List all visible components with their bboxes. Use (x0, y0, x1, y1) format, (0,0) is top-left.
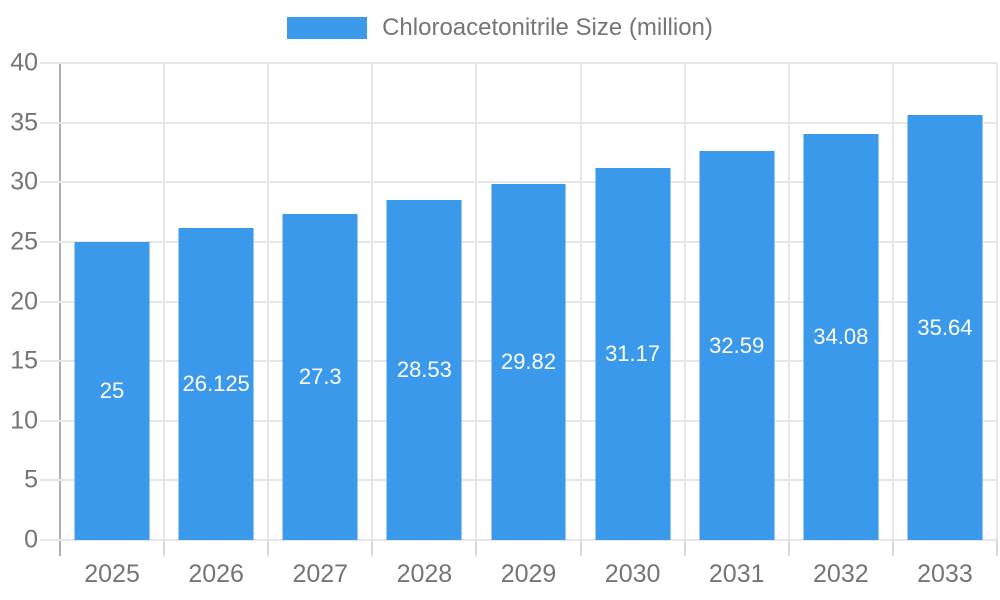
y-axis-tick-label: 35 (10, 108, 38, 137)
bar-value-label: 32.59 (709, 332, 765, 358)
y-axis-line (59, 63, 61, 556)
y-axis-tick-label: 15 (10, 346, 38, 375)
y-axis-tick-label: 5 (24, 465, 38, 494)
gridline-vertical (579, 63, 582, 540)
gridline-vertical (267, 63, 270, 540)
bar-value-label: 29.82 (500, 349, 557, 375)
x-axis-tick-label: 2033 (917, 560, 973, 588)
bar[interactable]: 31.17 (595, 168, 671, 540)
x-axis-tick-label: 2025 (84, 560, 140, 588)
x-axis-tick (475, 540, 478, 556)
gridline-vertical (891, 63, 894, 540)
gridline-horizontal (40, 62, 997, 64)
legend[interactable]: Chloroacetonitrile Size (million) (0, 14, 1000, 42)
x-axis-tick-label: 2032 (813, 560, 869, 588)
x-axis-tick-label: 2029 (500, 560, 557, 588)
bar[interactable]: 27.3 (282, 214, 358, 540)
bar-value-label: 34.08 (813, 323, 869, 349)
bar[interactable]: 25 (74, 241, 150, 540)
x-axis-tick (267, 540, 270, 556)
gridline-horizontal (40, 539, 997, 541)
bar-value-label: 31.17 (605, 341, 661, 367)
bar[interactable]: 26.125 (178, 228, 254, 540)
bar-value-label: 35.64 (917, 314, 973, 340)
gridline-horizontal (40, 181, 997, 184)
bar[interactable]: 28.53 (386, 199, 462, 540)
plot-area: 0 5 10 15 20 25 30 35 40 25 2025 26.125 2026 27.3 2027… (10, 49, 998, 588)
bar-value-label: 26.125 (182, 371, 250, 397)
x-axis-tick-label: 2028 (396, 560, 453, 588)
gridline-horizontal (40, 121, 997, 124)
x-axis-tick (787, 540, 790, 556)
legend-label: Chloroacetonitrile Size (million) (382, 14, 713, 41)
gridline-vertical (996, 63, 998, 540)
gridline-vertical (475, 63, 478, 540)
x-axis-tick (996, 540, 998, 556)
x-axis-tick (579, 540, 582, 556)
gridline-vertical (371, 63, 374, 540)
x-axis-tick (371, 540, 374, 556)
y-axis-tick-label: 25 (10, 227, 38, 256)
gridline-vertical (163, 63, 166, 540)
bar-value-label: 25 (99, 377, 125, 403)
legend-color-swatch (287, 17, 368, 39)
bar[interactable]: 34.08 (803, 133, 879, 540)
bar[interactable]: 35.64 (907, 115, 983, 540)
x-axis-tick-label: 2027 (292, 560, 349, 588)
x-axis-tick-label: 2026 (188, 560, 244, 588)
y-axis-tick-label: 40 (10, 48, 38, 77)
x-axis-tick (163, 540, 166, 556)
y-axis-tick-label: 20 (10, 287, 38, 315)
y-axis-tick-label: 30 (10, 167, 38, 196)
bar-value-label: 28.53 (396, 356, 452, 382)
gridline-vertical (787, 63, 790, 540)
bar[interactable]: 29.82 (491, 184, 566, 540)
x-axis-tick-label: 2030 (604, 560, 661, 588)
gridline-vertical (683, 63, 686, 540)
bar-value-label: 27.3 (298, 364, 342, 390)
x-axis-tick (683, 540, 686, 556)
y-axis-tick-label: 10 (10, 406, 38, 435)
x-axis-tick-label: 2031 (708, 560, 765, 588)
y-axis-tick-label: 0 (24, 525, 38, 554)
bar[interactable]: 32.59 (699, 151, 775, 540)
x-axis-tick (891, 540, 894, 556)
